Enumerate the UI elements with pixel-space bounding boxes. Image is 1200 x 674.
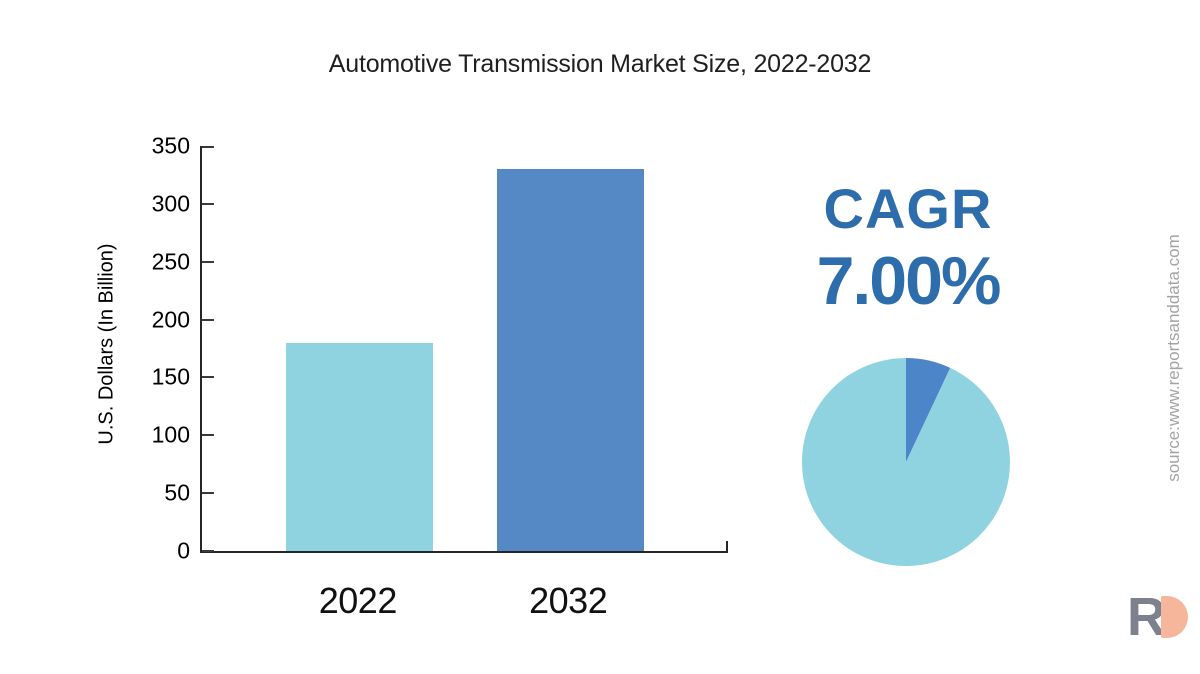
y-tick-label: 350 [151, 132, 190, 159]
y-tick-mark [202, 146, 214, 148]
x-tick-label: 2032 [529, 580, 608, 621]
chart-title: Automotive Transmission Market Size, 202… [328, 50, 872, 78]
pie-slice-cagr [906, 358, 951, 462]
cagr-block: CAGR 7.00% [758, 177, 1058, 319]
brand-logo: R [1127, 587, 1188, 647]
logo-d-shape [1161, 596, 1188, 638]
y-tick-label: 200 [151, 306, 190, 333]
y-tick-label: 250 [151, 248, 190, 275]
x-axis-end-tick [726, 541, 728, 551]
logo-letter-r: R [1127, 587, 1166, 647]
pie-chart [801, 358, 1010, 566]
y-tick-label: 0 [177, 537, 190, 564]
x-axis-labels: 2022 2032 [200, 580, 728, 625]
y-tick-mark [202, 202, 214, 205]
cagr-label: CAGR [823, 177, 993, 240]
y-tick-mark [202, 434, 214, 437]
y-tick-mark [202, 260, 214, 263]
y-tick-label: 50 [164, 479, 190, 506]
x-tick-label: 2022 [318, 580, 398, 621]
plot-area [200, 146, 728, 553]
bar-2032 [496, 169, 644, 551]
y-tick-label: 300 [151, 190, 190, 217]
y-tick-mark [202, 318, 214, 321]
y-tick-mark [202, 550, 214, 552]
pie-slice-remainder [801, 358, 1010, 566]
y-tick-label: 150 [151, 363, 190, 390]
y-tick-mark [202, 492, 214, 495]
bar-2022 [286, 342, 434, 551]
y-tick-mark [202, 376, 214, 379]
y-tick-label: 100 [151, 421, 190, 448]
source-note: source:www.reportsanddata.com [1164, 234, 1183, 482]
y-axis-tick-labels: 0 50 100 150 200 250 300 350 [0, 133, 190, 564]
cagr-value: 7.00% [816, 242, 1002, 319]
